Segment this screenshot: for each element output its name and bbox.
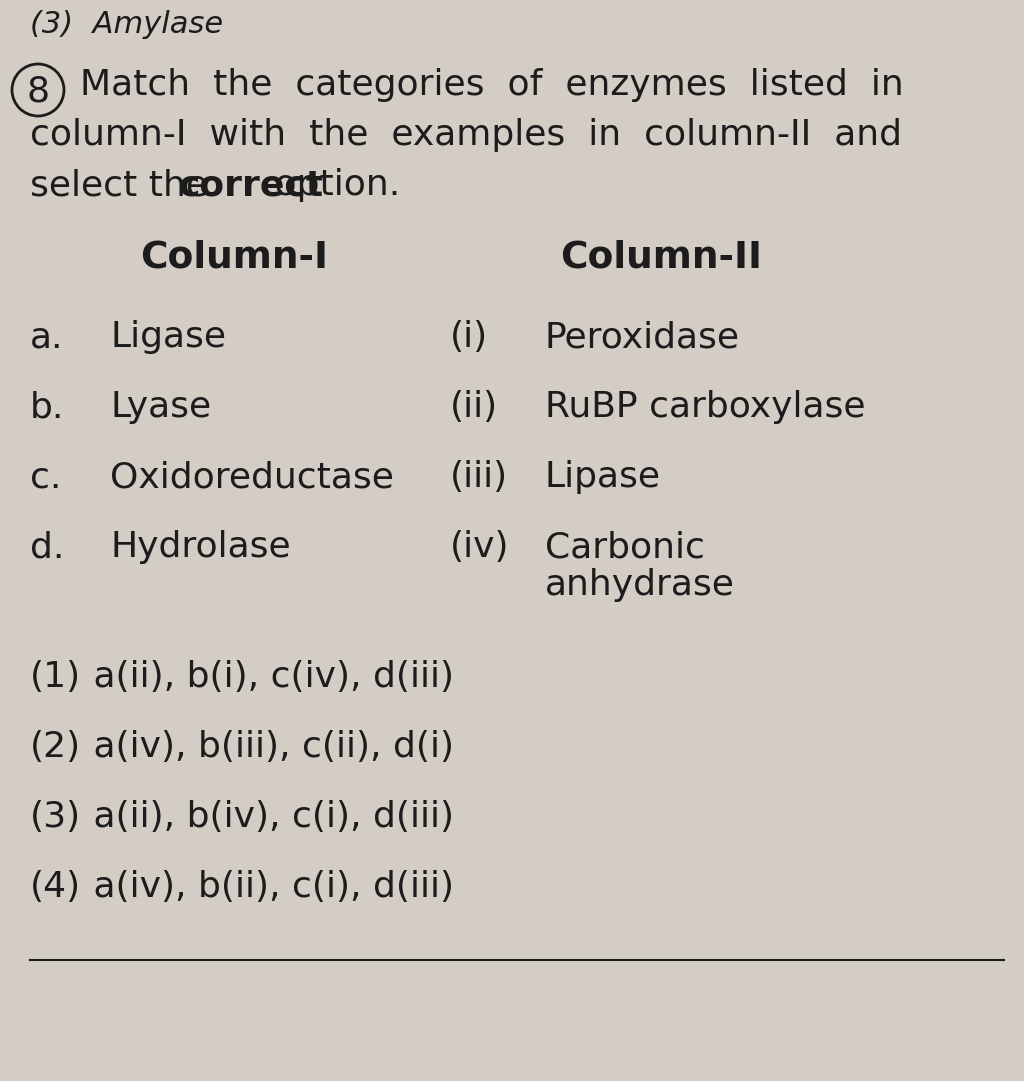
Text: Ligase: Ligase <box>110 320 226 353</box>
Text: Hydrolase: Hydrolase <box>110 530 291 564</box>
Text: correct: correct <box>178 168 324 202</box>
Text: (ii): (ii) <box>450 390 498 424</box>
Text: a(iv), b(iii), c(ii), d(i): a(iv), b(iii), c(ii), d(i) <box>82 730 454 764</box>
Text: Carbonic: Carbonic <box>545 530 705 564</box>
Text: Lipase: Lipase <box>545 461 662 494</box>
Text: a(iv), b(ii), c(i), d(iii): a(iv), b(ii), c(i), d(iii) <box>82 870 454 904</box>
Text: (2): (2) <box>30 730 81 764</box>
Text: d.: d. <box>30 530 65 564</box>
Text: a.: a. <box>30 320 63 353</box>
Text: c.: c. <box>30 461 61 494</box>
Text: (iv): (iv) <box>450 530 510 564</box>
Text: Column-II: Column-II <box>560 240 762 276</box>
Text: RuBP carboxylase: RuBP carboxylase <box>545 390 865 424</box>
Text: a(ii), b(iv), c(i), d(iii): a(ii), b(iv), c(i), d(iii) <box>82 800 454 835</box>
Text: 8: 8 <box>27 75 49 109</box>
Text: (4): (4) <box>30 870 81 904</box>
Text: Lyase: Lyase <box>110 390 211 424</box>
Text: (1): (1) <box>30 660 81 694</box>
Text: (iii): (iii) <box>450 461 508 494</box>
Text: (3): (3) <box>30 800 81 835</box>
Text: option.: option. <box>263 168 400 202</box>
Text: (i): (i) <box>450 320 488 353</box>
Text: a(ii), b(i), c(iv), d(iii): a(ii), b(i), c(iv), d(iii) <box>82 660 454 694</box>
Text: b.: b. <box>30 390 65 424</box>
Text: Column-I: Column-I <box>140 240 328 276</box>
Text: Oxidoreductase: Oxidoreductase <box>110 461 394 494</box>
Text: column-I  with  the  examples  in  column-II  and: column-I with the examples in column-II … <box>30 118 902 152</box>
Text: (3)  Amylase: (3) Amylase <box>30 10 223 39</box>
Circle shape <box>12 64 63 116</box>
Text: select the: select the <box>30 168 219 202</box>
Text: Peroxidase: Peroxidase <box>545 320 740 353</box>
Text: Match  the  categories  of  enzymes  listed  in: Match the categories of enzymes listed i… <box>80 68 904 102</box>
Text: anhydrase: anhydrase <box>545 568 735 602</box>
